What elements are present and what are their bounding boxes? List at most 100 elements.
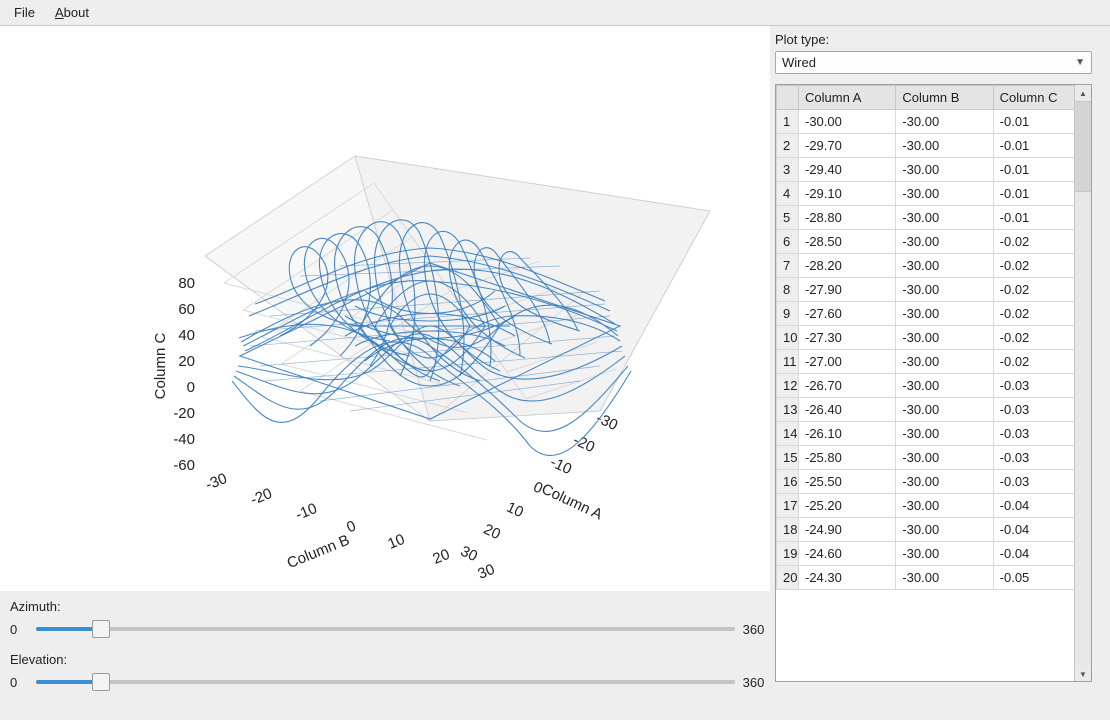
table-row-number: 14 <box>777 422 799 446</box>
data-table: Column A Column B Column C 1 -30.00 -30.00… <box>776 85 1091 590</box>
table-cell-column-a[interactable]: -26.40 <box>799 398 896 422</box>
table-row[interactable]: 8 -27.90 -30.00 -0.02 <box>777 278 1091 302</box>
table-cell-column-a[interactable]: -25.20 <box>799 494 896 518</box>
table-row-number: 6 <box>777 230 799 254</box>
data-table-container[interactable]: Column A Column B Column C 1 -30.00 -30.00… <box>775 84 1092 682</box>
table-cell-column-b[interactable]: -30.00 <box>896 566 993 590</box>
table-rownum-header <box>777 86 799 110</box>
table-row-number: 8 <box>777 278 799 302</box>
table-row[interactable]: 7 -28.20 -30.00 -0.02 <box>777 254 1091 278</box>
table-cell-column-a[interactable]: -27.60 <box>799 302 896 326</box>
table-cell-column-a[interactable]: -28.20 <box>799 254 896 278</box>
table-cell-column-a[interactable]: -29.40 <box>799 158 896 182</box>
sliders-panel: Azimuth: 0 360 Elevation: 0 <box>0 591 770 720</box>
table-cell-column-a[interactable]: -25.50 <box>799 470 896 494</box>
scrollbar-up-button[interactable]: ▲ <box>1075 85 1091 102</box>
table-row[interactable]: 4 -29.10 -30.00 -0.01 <box>777 182 1091 206</box>
azimuth-max-label: 360 <box>743 622 770 637</box>
table-row[interactable]: 5 -28.80 -30.00 -0.01 <box>777 206 1091 230</box>
table-cell-column-a[interactable]: -27.90 <box>799 278 896 302</box>
surface-plot-svg: 80 60 40 20 0 -20 -40 -60 Column C -30 -… <box>0 26 770 591</box>
table-cell-column-b[interactable]: -30.00 <box>896 374 993 398</box>
menu-item-file[interactable]: File <box>4 2 45 23</box>
table-row[interactable]: 1 -30.00 -30.00 -0.01 <box>777 110 1091 134</box>
app-window: File About <box>0 0 1110 720</box>
plot-type-dropdown[interactable]: Wired ▼ <box>775 51 1092 74</box>
table-cell-column-b[interactable]: -30.00 <box>896 302 993 326</box>
scrollbar-thumb[interactable] <box>1075 102 1091 192</box>
table-header-column-a[interactable]: Column A <box>799 86 896 110</box>
scrollbar-down-button[interactable]: ▼ <box>1075 666 1091 682</box>
table-header-column-b[interactable]: Column B <box>896 86 993 110</box>
menu-item-about[interactable]: About <box>45 2 99 23</box>
table-cell-column-a[interactable]: -27.30 <box>799 326 896 350</box>
elevation-max-label: 360 <box>743 675 770 690</box>
table-row-number: 11 <box>777 350 799 374</box>
table-cell-column-b[interactable]: -30.00 <box>896 278 993 302</box>
table-row[interactable]: 16 -25.50 -30.00 -0.03 <box>777 470 1091 494</box>
table-cell-column-b[interactable]: -30.00 <box>896 326 993 350</box>
svg-text:-60: -60 <box>173 457 195 474</box>
table-cell-column-a[interactable]: -29.10 <box>799 182 896 206</box>
table-cell-column-a[interactable]: -24.30 <box>799 566 896 590</box>
table-cell-column-a[interactable]: -30.00 <box>799 110 896 134</box>
table-row[interactable]: 2 -29.70 -30.00 -0.01 <box>777 134 1091 158</box>
elevation-slider-row: Elevation: 0 360 <box>10 652 770 691</box>
table-cell-column-b[interactable]: -30.00 <box>896 230 993 254</box>
table-row[interactable]: 19 -24.60 -30.00 -0.04 <box>777 542 1091 566</box>
table-cell-column-b[interactable]: -30.00 <box>896 470 993 494</box>
dropdown-chevron-icon: ▼ <box>1075 52 1085 73</box>
svg-text:-20: -20 <box>248 485 274 509</box>
table-row[interactable]: 15 -25.80 -30.00 -0.03 <box>777 446 1091 470</box>
table-row[interactable]: 13 -26.40 -30.00 -0.03 <box>777 398 1091 422</box>
content-area: 80 60 40 20 0 -20 -40 -60 Column C -30 -… <box>0 26 1110 720</box>
table-row[interactable]: 12 -26.70 -30.00 -0.03 <box>777 374 1091 398</box>
table-row[interactable]: 3 -29.40 -30.00 -0.01 <box>777 158 1091 182</box>
table-body[interactable]: 1 -30.00 -30.00 -0.01 2 -29.70 -30.00 -0.01 3 -29… <box>777 110 1091 590</box>
table-cell-column-a[interactable]: -24.60 <box>799 542 896 566</box>
table-row-number: 10 <box>777 326 799 350</box>
table-cell-column-b[interactable]: -30.00 <box>896 182 993 206</box>
table-cell-column-a[interactable]: -26.70 <box>799 374 896 398</box>
table-cell-column-b[interactable]: -30.00 <box>896 254 993 278</box>
table-cell-column-a[interactable]: -28.50 <box>799 230 896 254</box>
table-row[interactable]: 18 -24.90 -30.00 -0.04 <box>777 518 1091 542</box>
table-row-number: 2 <box>777 134 799 158</box>
table-row[interactable]: 10 -27.30 -30.00 -0.02 <box>777 326 1091 350</box>
svg-text:30: 30 <box>458 543 480 565</box>
table-cell-column-a[interactable]: -24.90 <box>799 518 896 542</box>
table-cell-column-b[interactable]: -30.00 <box>896 206 993 230</box>
azimuth-slider-row: Azimuth: 0 360 <box>10 599 770 638</box>
table-cell-column-b[interactable]: -30.00 <box>896 422 993 446</box>
table-cell-column-b[interactable]: -30.00 <box>896 134 993 158</box>
x-axis-label: Column B <box>285 532 352 572</box>
table-scrollbar[interactable]: ▲ ▼ <box>1074 85 1091 682</box>
table-cell-column-b[interactable]: -30.00 <box>896 158 993 182</box>
table-row[interactable]: 9 -27.60 -30.00 -0.02 <box>777 302 1091 326</box>
table-cell-column-b[interactable]: -30.00 <box>896 446 993 470</box>
svg-text:-20: -20 <box>570 432 597 457</box>
table-row[interactable]: 14 -26.10 -30.00 -0.03 <box>777 422 1091 446</box>
table-cell-column-b[interactable]: -30.00 <box>896 350 993 374</box>
table-cell-column-b[interactable]: -30.00 <box>896 398 993 422</box>
svg-text:80: 80 <box>178 275 195 292</box>
table-row[interactable]: 20 -24.30 -30.00 -0.05 <box>777 566 1091 590</box>
table-cell-column-a[interactable]: -29.70 <box>799 134 896 158</box>
table-cell-column-a[interactable]: -25.80 <box>799 446 896 470</box>
table-row[interactable]: 11 -27.00 -30.00 -0.02 <box>777 350 1091 374</box>
table-cell-column-a[interactable]: -28.80 <box>799 206 896 230</box>
table-cell-column-b[interactable]: -30.00 <box>896 542 993 566</box>
table-row-number: 16 <box>777 470 799 494</box>
table-row[interactable]: 17 -25.20 -30.00 -0.04 <box>777 494 1091 518</box>
svg-text:-20: -20 <box>173 405 195 422</box>
menu-item-file-label: File <box>14 5 35 20</box>
table-cell-column-b[interactable]: -30.00 <box>896 518 993 542</box>
table-cell-column-b[interactable]: -30.00 <box>896 110 993 134</box>
scrollbar-track[interactable] <box>1075 192 1091 666</box>
table-cell-column-b[interactable]: -30.00 <box>896 494 993 518</box>
table-row[interactable]: 6 -28.50 -30.00 -0.02 <box>777 230 1091 254</box>
table-cell-column-a[interactable]: -26.10 <box>799 422 896 446</box>
table-cell-column-a[interactable]: -27.00 <box>799 350 896 374</box>
elevation-slider[interactable] <box>36 673 735 691</box>
azimuth-slider[interactable] <box>36 620 735 638</box>
